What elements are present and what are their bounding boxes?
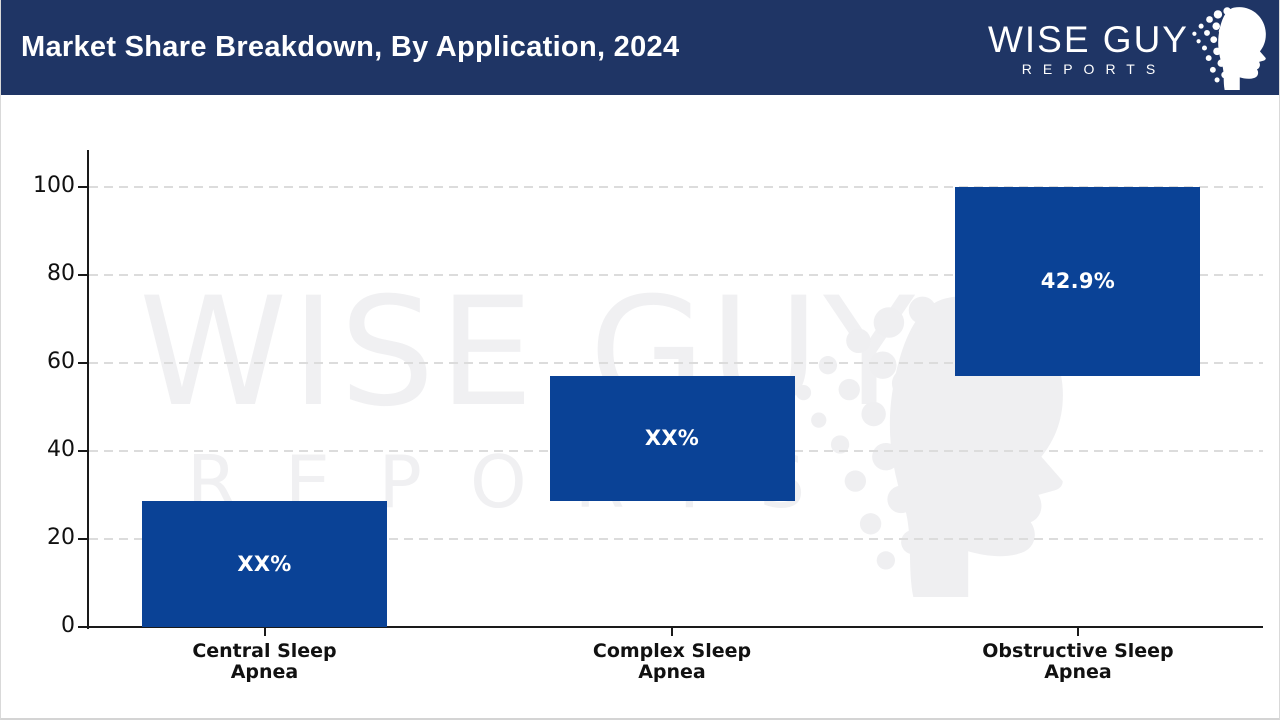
chart-title: Market Share Breakdown, By Application, … — [21, 31, 680, 63]
y-tick-label: 0 — [61, 613, 75, 638]
y-axis-line — [87, 150, 89, 629]
y-tick-mark — [78, 274, 87, 276]
x-tick-mark — [1076, 628, 1079, 636]
gridline — [89, 362, 1263, 364]
y-tick-mark — [78, 186, 87, 188]
bar-value-label: XX% — [237, 552, 292, 577]
y-tick-mark — [78, 626, 87, 628]
bar-obstructive-sleep-apnea: 42.9% — [955, 187, 1201, 376]
bar-central-sleep-apnea: XX% — [142, 501, 387, 627]
logo-subtext: REPORTS — [1021, 60, 1167, 77]
header: Market Share Breakdown, By Application, … — [1, 0, 1279, 95]
x-tick-mark — [263, 628, 266, 636]
x-axis-label-central-sleep-apnea: Central Sleep Apnea — [192, 640, 337, 683]
y-tick-mark — [78, 362, 87, 364]
logo-head-icon — [1192, 7, 1266, 90]
y-tick-mark — [78, 450, 87, 452]
y-tick-label: 100 — [33, 173, 75, 198]
y-tick-mark — [78, 538, 87, 540]
x-tick-mark — [671, 628, 673, 636]
bar-complex-sleep-apnea: XX% — [549, 375, 795, 502]
logo-text: WISE GUY REPORTS — [988, 21, 1189, 76]
x-axis-label-obstructive-sleep-apnea: Obstructive Sleep Apnea — [982, 640, 1174, 683]
bar-value-label: XX% — [644, 426, 700, 451]
x-axis-line — [87, 626, 1263, 628]
gridline — [89, 538, 1263, 540]
bar-value-label: 42.9% — [1040, 269, 1116, 294]
gridline — [89, 186, 1263, 188]
y-tick-label: 80 — [47, 261, 75, 286]
y-tick-label: 20 — [47, 525, 75, 550]
logo-wordmark: WISE GUY — [987, 18, 1189, 60]
gridline — [89, 274, 1263, 276]
y-tick-label: 40 — [47, 437, 75, 462]
y-tick-label: 60 — [47, 349, 75, 374]
wiseguy-logo: WISE GUY REPORTS — [988, 6, 1271, 90]
x-axis-label-complex-sleep-apnea: Complex Sleep Apnea — [592, 640, 752, 683]
